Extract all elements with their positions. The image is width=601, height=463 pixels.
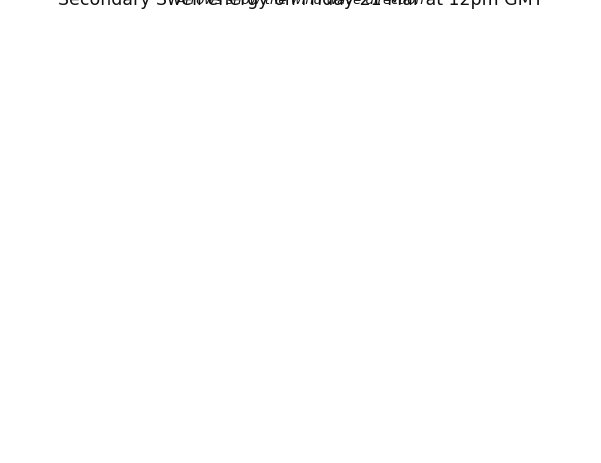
Text: Arrows show the wind wave direction: Arrows show the wind wave direction (177, 0, 424, 7)
Text: Secondary Swell energy on Friday 21 Mar at 12pm GMT: Secondary Swell energy on Friday 21 Mar … (58, 0, 543, 9)
Text: cartopy required: cartopy required (219, 222, 382, 241)
